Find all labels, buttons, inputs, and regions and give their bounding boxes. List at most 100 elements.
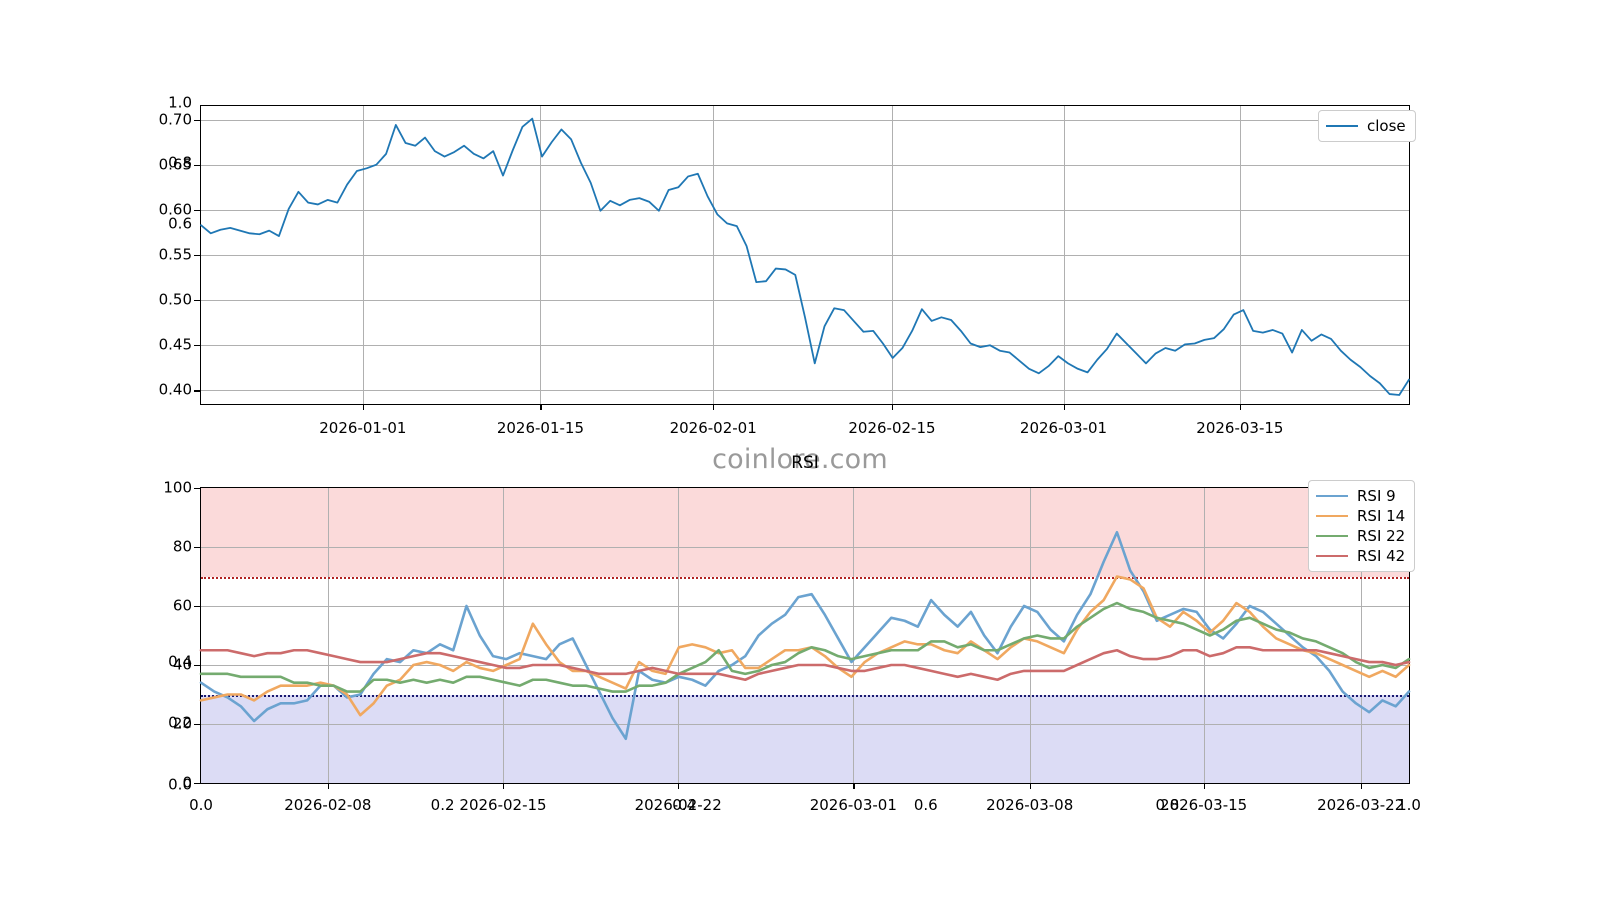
rsi-x-tickmark [1029, 784, 1031, 789]
rsi-x-tick-label: 2026-02-08 [284, 796, 372, 814]
rsi-y-tick-label: 40 [172, 655, 192, 674]
price-y-tickmark [194, 345, 200, 347]
price-y-tickmark [194, 209, 200, 212]
rsi-y-tick-label: 60 [172, 596, 192, 615]
price-y-overlay-tick-label: 0.6 [168, 214, 192, 233]
rsi-gridline-h [201, 606, 1409, 607]
price-y-tickmark [194, 390, 200, 392]
rsi-x-tick-label: 2026-03-01 [809, 796, 897, 814]
rsi-y-overlay-tick-label: 0.0 [168, 775, 192, 794]
legend-color-swatch-icon [1316, 495, 1348, 497]
price-x-tickmark [362, 405, 365, 410]
rsi-y-overlay-tick-label: 0.2 [168, 713, 192, 732]
rsi-x-tick-label: 2026-03-08 [986, 796, 1074, 814]
rsi-legend-item[interactable]: RSI 14 [1316, 506, 1405, 526]
overbought-zone-band [201, 488, 1409, 577]
rsi-gridline-v [503, 488, 504, 783]
rsi-line-rsi-42 [199, 646, 1411, 682]
rsi-x-overlay-tick-label: 0.6 [913, 796, 938, 814]
price-x-tick-label: 2026-01-15 [496, 419, 585, 437]
rsi-y-tickmark [194, 724, 200, 726]
legend-color-swatch-icon [1316, 535, 1348, 537]
price-x-tickmark [891, 405, 894, 410]
price-gridline-h [201, 164, 1409, 166]
rsi-legend-item[interactable]: RSI 22 [1316, 526, 1405, 546]
price-gridline-h [201, 345, 1409, 347]
rsi-x-overlay-tick-label: 1.0 [1397, 796, 1421, 814]
rsi-y-tick-label: 100 [163, 478, 192, 497]
price-legend-item[interactable]: close [1326, 116, 1406, 136]
rsi-gridline-v [1203, 488, 1205, 783]
rsi-y-tickmark [194, 665, 200, 667]
oversold-zone-band [201, 694, 1409, 783]
price-y-tick-label: 0.70 [158, 110, 192, 129]
legend-color-swatch-icon [1326, 125, 1358, 127]
rsi-x-overlay-tick-label: 0.4 [672, 796, 697, 814]
price-y-tick-label: 0.65 [158, 155, 192, 174]
rsi-x-tickmark [1203, 784, 1205, 789]
price-gridline-v [362, 106, 364, 404]
price-x-tickmark [1063, 405, 1065, 410]
overbought-threshold-line [201, 576, 1409, 579]
rsi-legend-item[interactable]: RSI 9 [1316, 486, 1405, 506]
price-y-tickmark [194, 255, 200, 257]
price-y-overlay-tick-label: 1.0 [168, 93, 192, 112]
watermark-text: coinlore.com [712, 444, 888, 475]
price-x-tick-label: 2026-02-15 [848, 419, 936, 437]
rsi-x-tick-label: 2026-03-22 [1317, 796, 1405, 814]
rsi-x-tickmark [853, 784, 855, 789]
price-gridline-h [201, 209, 1409, 211]
rsi-y-tick-label: 0 [182, 773, 192, 792]
close-price-line [200, 117, 1410, 396]
price-gridline-v [1239, 106, 1241, 404]
price-x-tickmark [713, 405, 715, 410]
rsi-gridline-v [853, 488, 855, 783]
rsi-line-rsi-14 [199, 575, 1411, 717]
price-gridline-v [540, 106, 542, 404]
price-legend[interactable]: close [1318, 110, 1416, 142]
price-y-tickmark [194, 119, 200, 121]
rsi-y-tickmark [194, 547, 200, 549]
legend-item-label: RSI 14 [1357, 506, 1406, 525]
rsi-x-tickmark [503, 784, 505, 789]
rsi-x-tick-label: 2026-03-15 [1160, 796, 1248, 814]
rsi-x-overlay-tick-label: 0.0 [189, 796, 213, 814]
rsi-line-series [199, 530, 1411, 741]
price-gridline-v [713, 106, 715, 404]
oversold-threshold-line [201, 694, 1409, 697]
rsi-x-tick-label: 2026-02-15 [459, 796, 547, 814]
rsi-x-overlay-tick-label: 0.2 [430, 796, 455, 814]
price-gridline-h [201, 119, 1409, 121]
price-gridline-h [201, 255, 1409, 256]
legend-item-label: RSI 22 [1357, 526, 1406, 545]
price-x-tick-label: 2026-02-01 [669, 419, 757, 437]
legend-item-label: RSI 9 [1357, 486, 1396, 505]
price-line-close [200, 117, 1410, 396]
rsi-legend[interactable]: RSI 9 RSI 14 RSI 22 RSI 42 [1308, 480, 1416, 572]
price-y-tick-label: 0.50 [158, 290, 192, 309]
legend-color-swatch-icon [1316, 515, 1348, 517]
price-x-tick-label: 2026-03-15 [1196, 419, 1284, 437]
rsi-line-rsi-9 [199, 530, 1411, 741]
rsi-legend-item[interactable]: RSI 42 [1316, 546, 1405, 566]
rsi-y-tickmark [194, 606, 200, 608]
rsi-gridline-h [201, 547, 1409, 548]
rsi-y-tick-label: 20 [172, 714, 192, 733]
price-gridline-v [891, 106, 893, 404]
rsi-y-tickmark [194, 488, 200, 490]
price-gridline-h [201, 300, 1409, 302]
rsi-x-tickmark [1360, 784, 1362, 789]
rsi-gridline-v [1360, 488, 1362, 783]
rsi-gridline-v [327, 488, 329, 783]
price-x-tickmark [1239, 405, 1242, 410]
price-y-overlay-tick-label: 0.8 [168, 153, 192, 172]
rsi-panel-title: RSI [791, 453, 819, 473]
legend-item-label: RSI 42 [1357, 546, 1406, 565]
price-gridline-v [1063, 106, 1065, 404]
legend-color-swatch-icon [1316, 555, 1348, 557]
price-x-tickmark [540, 405, 542, 410]
rsi-x-tickmark [678, 784, 680, 789]
price-y-tick-label: 0.45 [158, 335, 192, 354]
price-x-tick-label: 2026-03-01 [1019, 419, 1108, 437]
price-y-tick-label: 0.55 [158, 245, 192, 264]
